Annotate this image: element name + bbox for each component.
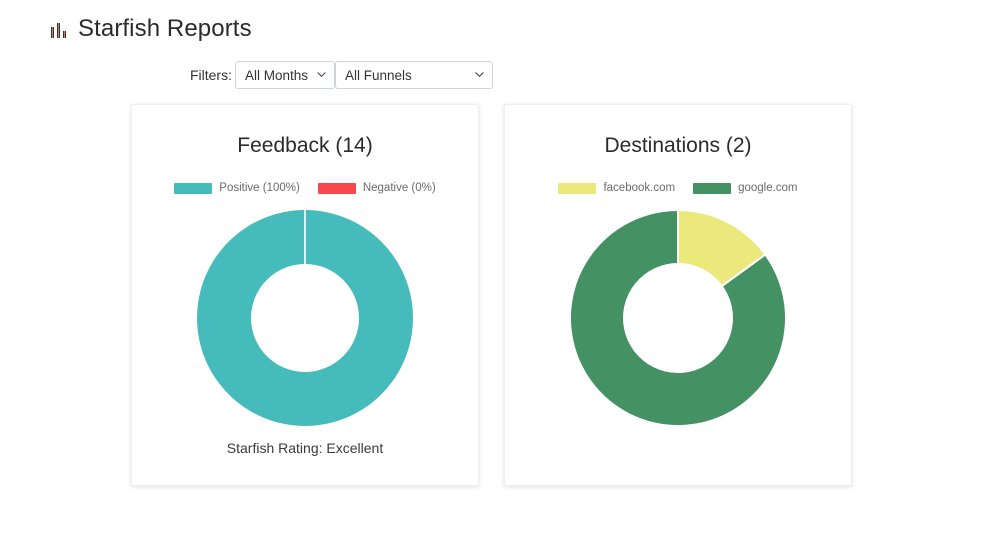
month-filter-value: All Months [244, 67, 309, 83]
destinations-card-title: Destinations (2) [604, 134, 752, 157]
page-header: Starfish Reports [0, 0, 983, 44]
legend-item-google[interactable]: google.com [693, 182, 798, 194]
filters-bar: Filters: All Months All Funnels [0, 61, 983, 89]
feedback-card-title: Feedback (14) [237, 134, 373, 157]
legend-item-facebook[interactable]: facebook.com [558, 182, 675, 194]
legend-label-google: google.com [738, 182, 798, 194]
month-filter-select[interactable]: All Months [234, 61, 336, 89]
donut-slice[interactable] [569, 208, 787, 427]
feedback-card: Feedback (14) Positive (100%) Negative (… [131, 104, 479, 486]
legend-item-negative[interactable]: Negative (0%) [317, 182, 436, 194]
funnel-filter-select[interactable]: All Funnels [335, 61, 494, 89]
feedback-legend: Positive (100%) Negative (0%) [174, 181, 436, 195]
legend-item-positive[interactable]: Positive (100%) [174, 182, 300, 194]
legend-swatch-positive [174, 182, 213, 194]
destinations-donut-chart[interactable] [563, 205, 793, 430]
feedback-donut-svg [197, 209, 413, 426]
chevron-down-icon [317, 70, 326, 79]
feedback-donut-chart[interactable] [190, 205, 420, 430]
page-title: Starfish Reports [78, 15, 252, 42]
destinations-legend: facebook.com google.com [558, 181, 798, 195]
chevron-down-icon [475, 70, 484, 79]
legend-swatch-negative [317, 182, 356, 194]
legend-label-facebook: facebook.com [603, 182, 676, 194]
donut-slice[interactable] [305, 209, 413, 426]
filters-label: Filters: [189, 67, 232, 83]
donut-slice[interactable] [197, 209, 305, 426]
destinations-card: Destinations (2) facebook.com google.com [504, 104, 852, 486]
destinations-donut-svg [569, 208, 787, 427]
reports-cards-container: Feedback (14) Positive (100%) Negative (… [0, 104, 983, 486]
legend-label-negative: Negative (0%) [362, 182, 436, 194]
starfish-rating-text: Starfish Rating: Excellent [226, 440, 384, 456]
legend-swatch-google [693, 182, 732, 194]
legend-swatch-facebook [558, 182, 597, 194]
legend-label-positive: Positive (100%) [219, 182, 300, 194]
funnel-filter-value: All Funnels [345, 67, 412, 83]
bar-chart-icon [50, 20, 68, 38]
